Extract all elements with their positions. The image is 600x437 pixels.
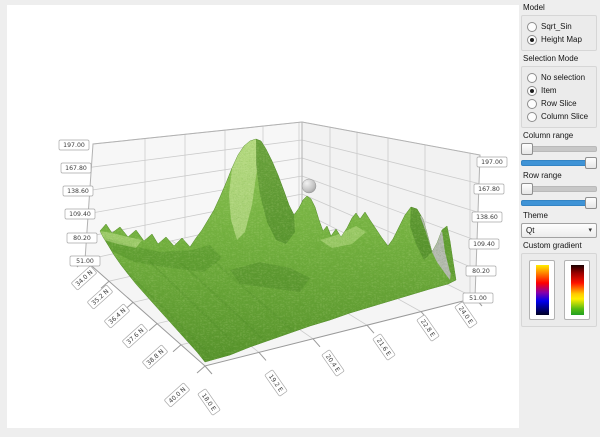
- column-range-label: Column range: [523, 131, 574, 140]
- selection-mode-groupbox: No selection Item Row Slice Column Slice: [521, 66, 597, 128]
- column-range-max-slider[interactable]: [521, 157, 597, 169]
- value-tick-label: 167.80: [65, 165, 87, 172]
- value-tick-label: 138.60: [476, 214, 498, 221]
- theme-select[interactable]: Qt ▾: [521, 223, 597, 238]
- surface-plot: 197.00 167.80 138.60 109.40 80.20 51.00 …: [58, 121, 508, 416]
- radio-column-slice[interactable]: Column Slice: [527, 110, 594, 123]
- radio-selected-icon: [527, 34, 537, 45]
- gradient-swatch-gtor: [570, 265, 584, 315]
- slider-handle[interactable]: [521, 143, 533, 155]
- gradient-black-blue-red-yellow-button[interactable]: [529, 260, 555, 320]
- custom-gradient-label: Custom gradient: [523, 241, 582, 250]
- radio-icon: [527, 21, 537, 32]
- value-tick-label: 80.20: [472, 268, 490, 275]
- model-groupbox: Sqrt_Sin Height Map: [521, 15, 597, 51]
- radio-label: No selection: [541, 73, 586, 82]
- value-axis-right: 197.00 167.80 138.60 109.40 80.20 51.00: [462, 156, 508, 304]
- radio-item[interactable]: Item: [527, 84, 594, 97]
- value-tick-label: 167.80: [478, 186, 500, 193]
- gradient-swatch-btoy: [535, 265, 549, 315]
- radio-no-selection[interactable]: No selection: [527, 71, 594, 84]
- radio-selected-icon: [527, 85, 537, 96]
- value-tick-label: 109.40: [69, 211, 91, 218]
- radio-label: Item: [541, 86, 557, 95]
- radio-icon: [527, 111, 537, 122]
- radio-label: Column Slice: [541, 112, 589, 121]
- row-range-min-slider[interactable]: [521, 183, 597, 195]
- slider-handle[interactable]: [585, 157, 597, 169]
- radio-label: Height Map: [541, 35, 582, 44]
- model-label: Model: [523, 3, 545, 12]
- value-tick-label: 80.20: [73, 235, 91, 242]
- column-range-min-slider[interactable]: [521, 143, 597, 155]
- radio-sqrt-sin[interactable]: Sqrt_Sin: [527, 20, 594, 33]
- slider-handle[interactable]: [585, 197, 597, 209]
- selection-pointer-ball: [301, 178, 317, 194]
- value-tick-label: 109.40: [473, 241, 495, 248]
- radio-label: Sqrt_Sin: [541, 22, 572, 31]
- value-tick-label: 138.60: [67, 188, 89, 195]
- theme-label: Theme: [523, 211, 548, 220]
- control-panel: Model Sqrt_Sin Height Map Selection Mode…: [521, 3, 597, 327]
- chevron-down-icon: ▾: [588, 227, 592, 234]
- radio-icon: [527, 72, 537, 83]
- value-tick-label: 51.00: [469, 295, 487, 302]
- row-range-max-slider[interactable]: [521, 197, 597, 209]
- value-tick-label: 51.00: [76, 258, 94, 265]
- slider-handle[interactable]: [521, 183, 533, 195]
- value-axis-left: 197.00 167.80 138.60 109.40 80.20 51.00: [58, 139, 101, 267]
- value-tick-label: 197.00: [63, 142, 85, 149]
- radio-icon: [527, 98, 537, 109]
- theme-selected-value: Qt: [526, 226, 535, 235]
- radio-label: Row Slice: [541, 99, 577, 108]
- custom-gradient-groupbox: [521, 253, 597, 327]
- value-tick-label: 197.00: [481, 159, 503, 166]
- surface-3d-view[interactable]: 197.00 167.80 138.60 109.40 80.20 51.00 …: [7, 5, 519, 428]
- radio-row-slice[interactable]: Row Slice: [527, 97, 594, 110]
- gradient-green-yellow-red-black-button[interactable]: [564, 260, 590, 320]
- row-range-label: Row range: [523, 171, 562, 180]
- selection-mode-label: Selection Mode: [523, 54, 579, 63]
- radio-height-map[interactable]: Height Map: [527, 33, 594, 46]
